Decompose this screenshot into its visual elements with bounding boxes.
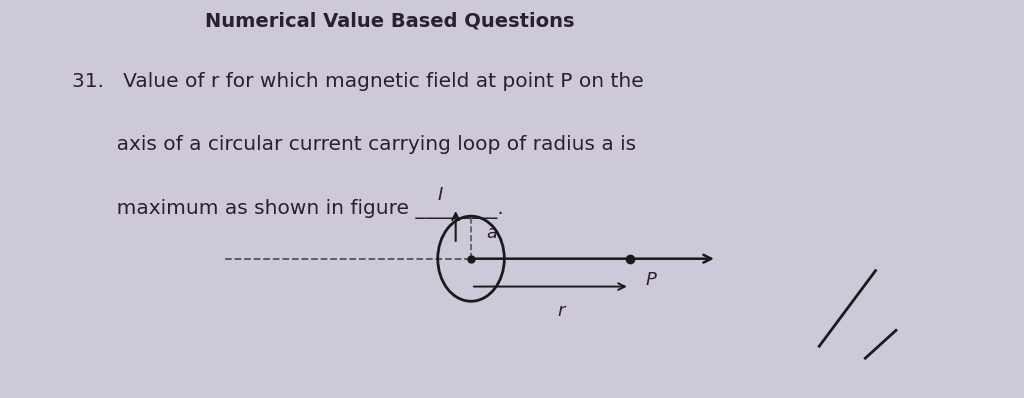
Text: r: r [557, 302, 564, 320]
Text: 31.   Value of r for which magnetic field at point P on the: 31. Value of r for which magnetic field … [72, 72, 643, 91]
Text: axis of a circular current carrying loop of radius a is: axis of a circular current carrying loop… [72, 135, 636, 154]
Text: I: I [437, 186, 443, 204]
Text: maximum as shown in figure ________.: maximum as shown in figure ________. [72, 199, 504, 219]
Text: a: a [486, 224, 498, 242]
Text: P: P [645, 271, 656, 289]
Text: Numerical Value Based Questions: Numerical Value Based Questions [205, 12, 574, 31]
